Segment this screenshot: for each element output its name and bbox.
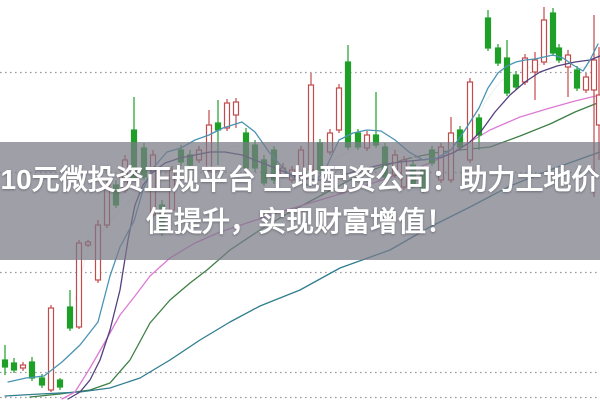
headline-line-1: 10元微投资正规平台 土地配资公司：助力土地价: [0, 164, 600, 195]
candle: [223, 99, 231, 131]
candle: [47, 305, 55, 392]
candle: [512, 71, 520, 90]
candle: [232, 98, 240, 128]
candle: [484, 10, 492, 51]
candle: [1, 345, 9, 375]
candle: [19, 362, 27, 371]
headline-banner: 10元微投资正规平台 土地配资公司：助力土地价 值提升，实现财富增值！: [0, 142, 600, 260]
candle: [10, 358, 18, 373]
candle: [564, 50, 572, 97]
candle: [503, 40, 511, 96]
candle: [549, 8, 557, 56]
candle: [573, 66, 581, 91]
candle: [540, 7, 548, 65]
candle: [335, 84, 343, 133]
candle: [555, 44, 563, 63]
candle: [595, 47, 600, 160]
headline-line-2: 值提升，实现财富增值！: [145, 206, 454, 237]
candle: [582, 73, 590, 93]
candle: [56, 378, 64, 390]
candle: [372, 92, 380, 148]
candle: [66, 290, 74, 331]
candle: [494, 44, 502, 66]
